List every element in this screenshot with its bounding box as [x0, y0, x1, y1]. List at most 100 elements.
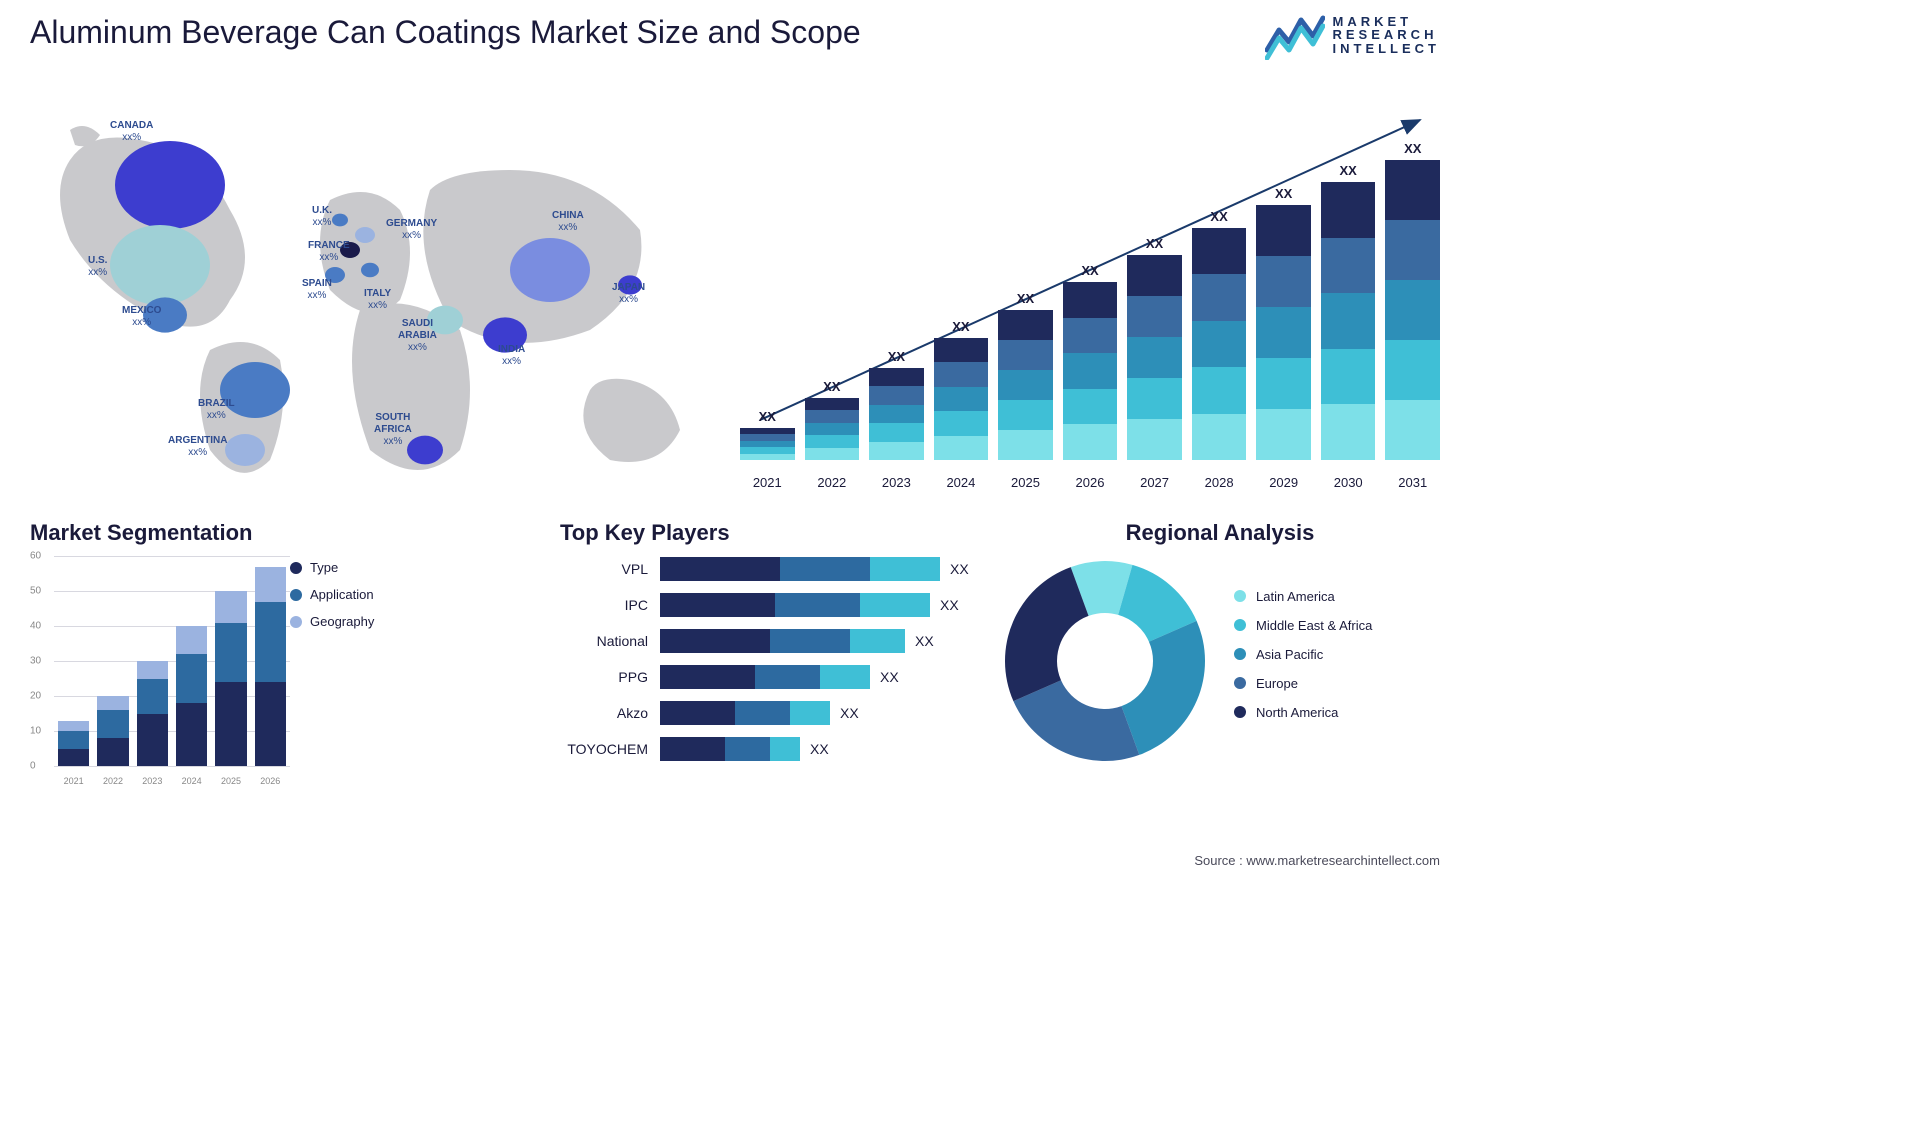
region-legend-item: Asia Pacific [1234, 647, 1372, 662]
player-value: XX [810, 741, 829, 757]
country-label: SOUTHAFRICAxx% [374, 412, 412, 448]
country-label: BRAZILxx% [198, 398, 235, 422]
growth-x-tick: 2027 [1127, 475, 1182, 490]
growth-bar: XX [1321, 163, 1376, 460]
growth-bar-value: XX [1210, 209, 1227, 224]
players-panel: Top Key Players VPLXXIPCXXNationalXXPPGX… [560, 520, 980, 772]
seg-bar [215, 591, 246, 766]
growth-x-tick: 2026 [1063, 475, 1118, 490]
growth-bar-value: XX [1404, 141, 1421, 156]
world-map: CANADAxx%U.S.xx%MEXICOxx%BRAZILxx%ARGENT… [30, 90, 710, 490]
player-value: XX [880, 669, 899, 685]
growth-x-tick: 2023 [869, 475, 924, 490]
seg-bar [255, 567, 286, 767]
player-name: PPG [560, 669, 660, 685]
seg-legend-item: Application [290, 587, 374, 602]
growth-bar: XX [1256, 186, 1311, 460]
player-row: Akzo XX [560, 700, 980, 726]
seg-x-tick: 2026 [255, 776, 286, 786]
page-title: Aluminum Beverage Can Coatings Market Si… [30, 14, 861, 51]
player-row: IPC XX [560, 592, 980, 618]
seg-y-tick: 50 [30, 586, 41, 597]
growth-bar-value: XX [1081, 263, 1098, 278]
growth-x-tick: 2025 [998, 475, 1053, 490]
growth-bar-value: XX [1340, 163, 1357, 178]
growth-bar: XX [1385, 141, 1440, 460]
player-row: PPG XX [560, 664, 980, 690]
growth-bar-value: XX [888, 349, 905, 364]
growth-bar: XX [998, 291, 1053, 460]
growth-x-tick: 2031 [1385, 475, 1440, 490]
player-name: Akzo [560, 705, 660, 721]
country-label: INDIAxx% [498, 344, 525, 368]
growth-x-tick: 2028 [1192, 475, 1247, 490]
logo-text-1: MARKET [1333, 15, 1441, 29]
seg-bar [58, 721, 89, 767]
seg-x-tick: 2025 [215, 776, 246, 786]
country-label: MEXICOxx% [122, 305, 161, 329]
region-legend-item: Europe [1234, 676, 1372, 691]
growth-x-tick: 2024 [934, 475, 989, 490]
growth-x-tick: 2030 [1321, 475, 1376, 490]
seg-y-tick: 30 [30, 656, 41, 667]
country-label: SPAINxx% [302, 278, 332, 302]
growth-bar-value: XX [1146, 236, 1163, 251]
segmentation-chart: 0102030405060 202120222023202420252026 [30, 556, 290, 786]
segmentation-legend: Type Application Geography [290, 560, 374, 641]
seg-x-tick: 2021 [58, 776, 89, 786]
country-label: U.K.xx% [312, 205, 332, 229]
growth-x-tick: 2022 [805, 475, 860, 490]
growth-bar-value: XX [952, 319, 969, 334]
growth-bar: XX [934, 319, 989, 460]
country-label: ITALYxx% [364, 288, 391, 312]
segmentation-panel: Market Segmentation 0102030405060 202120… [30, 520, 450, 786]
region-legend-item: Middle East & Africa [1234, 618, 1372, 633]
player-row: TOYOCHEM XX [560, 736, 980, 762]
seg-bar [97, 696, 128, 766]
growth-bar: XX [1192, 209, 1247, 460]
player-value: XX [915, 633, 934, 649]
regional-legend: Latin America Middle East & Africa Asia Pa… [1234, 589, 1372, 734]
segmentation-title: Market Segmentation [30, 520, 450, 546]
country-label: CHINAxx% [552, 210, 584, 234]
country-label: GERMANYxx% [386, 218, 437, 242]
growth-bar-chart: XXXXXXXXXXXXXXXXXXXXXX 20212022202320242… [740, 110, 1440, 490]
player-value: XX [940, 597, 959, 613]
growth-x-tick: 2021 [740, 475, 795, 490]
logo-text-2: RESEARCH [1333, 28, 1441, 42]
player-name: IPC [560, 597, 660, 613]
country-label: ARGENTINAxx% [168, 435, 227, 459]
country-label: CANADAxx% [110, 120, 153, 144]
seg-legend-item: Geography [290, 614, 374, 629]
player-name: TOYOCHEM [560, 741, 660, 757]
regional-panel: Regional Analysis Latin AmericaMiddle Ea… [1000, 520, 1440, 766]
seg-y-tick: 10 [30, 726, 41, 737]
growth-bar: XX [1127, 236, 1182, 460]
player-name: National [560, 633, 660, 649]
seg-bar [137, 661, 168, 766]
country-label: JAPANxx% [612, 282, 645, 306]
region-legend-item: North America [1234, 705, 1372, 720]
logo-text-3: INTELLECT [1333, 42, 1441, 56]
growth-bar-value: XX [1275, 186, 1292, 201]
seg-x-tick: 2022 [97, 776, 128, 786]
player-name: VPL [560, 561, 660, 577]
seg-y-tick: 0 [30, 761, 36, 772]
player-row: National XX [560, 628, 980, 654]
seg-x-tick: 2023 [137, 776, 168, 786]
player-row: VPLXX [560, 556, 980, 582]
player-value: XX [840, 705, 859, 721]
players-chart: VPLXX IPC XX National XX PPG XX Akzo XX TOYOCHEM X… [560, 556, 980, 762]
seg-x-tick: 2024 [176, 776, 207, 786]
growth-x-tick: 2029 [1256, 475, 1311, 490]
growth-bar: XX [869, 349, 924, 460]
logo-mark-icon [1265, 10, 1325, 60]
seg-legend-item: Type [290, 560, 374, 575]
regional-donut-chart [1000, 556, 1210, 766]
players-title: Top Key Players [560, 520, 980, 546]
seg-bar [176, 626, 207, 766]
donut-slice [1121, 621, 1205, 755]
country-label: FRANCExx% [308, 240, 350, 264]
growth-bar-value: XX [823, 379, 840, 394]
region-legend-item: Latin America [1234, 589, 1372, 604]
